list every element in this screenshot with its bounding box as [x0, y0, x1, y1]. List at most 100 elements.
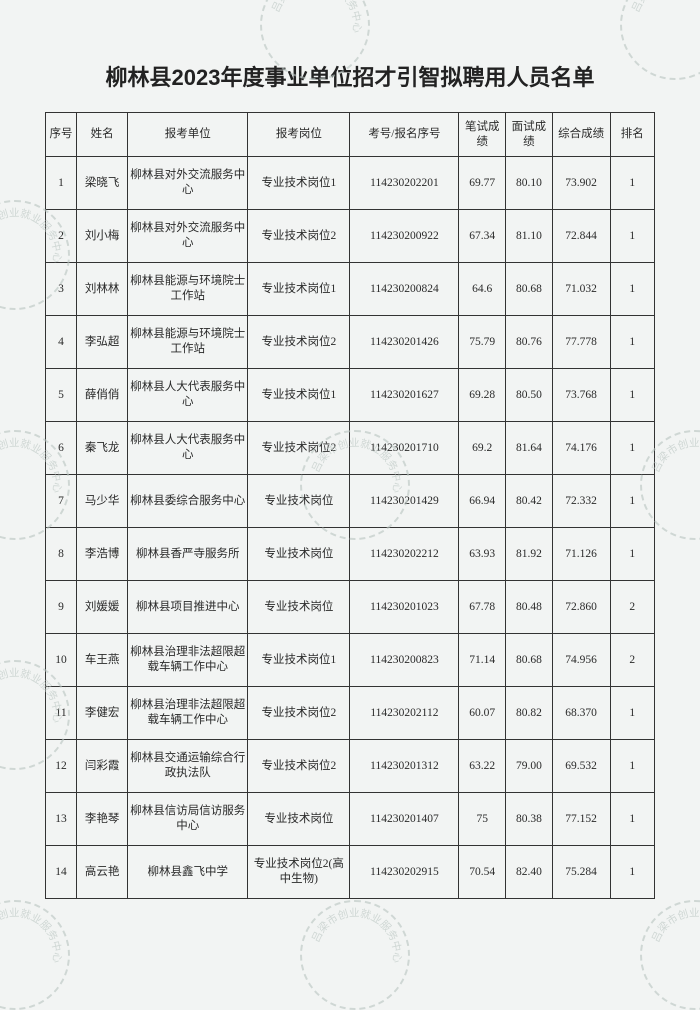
cell-position: 专业技术岗位1	[248, 634, 350, 687]
svg-text:吕梁市创业就业服务中心: 吕梁市创业就业服务中心	[310, 907, 404, 964]
cell-rank: 2	[610, 634, 655, 687]
cell-position: 专业技术岗位2(高中生物)	[248, 846, 350, 899]
cell-rank: 1	[610, 316, 655, 369]
cell-total: 75.284	[552, 846, 610, 899]
cell-interview: 80.48	[506, 581, 553, 634]
cell-position: 专业技术岗位2	[248, 687, 350, 740]
cell-written: 63.93	[459, 528, 506, 581]
col-seq-header: 序号	[46, 113, 77, 157]
col-unit-header: 报考单位	[128, 113, 248, 157]
cell-total: 72.860	[552, 581, 610, 634]
cell-written: 75.79	[459, 316, 506, 369]
cell-rank: 1	[610, 210, 655, 263]
cell-unit: 柳林县对外交流服务中心	[128, 210, 248, 263]
cell-name: 李浩博	[77, 528, 128, 581]
cell-name: 车王燕	[77, 634, 128, 687]
cell-name: 李健宏	[77, 687, 128, 740]
cell-exam_no: 114230201312	[350, 740, 459, 793]
cell-exam_no: 114230201429	[350, 475, 459, 528]
cell-interview: 81.92	[506, 528, 553, 581]
cell-unit: 柳林县信访局信访服务中心	[128, 793, 248, 846]
cell-unit: 柳林县交通运输综合行政执法队	[128, 740, 248, 793]
col-written-header: 笔试成绩	[459, 113, 506, 157]
cell-total: 73.902	[552, 157, 610, 210]
cell-rank: 1	[610, 157, 655, 210]
cell-written: 64.6	[459, 263, 506, 316]
cell-interview: 80.68	[506, 634, 553, 687]
cell-rank: 1	[610, 369, 655, 422]
cell-rank: 1	[610, 528, 655, 581]
cell-rank: 1	[610, 263, 655, 316]
cell-rank: 1	[610, 740, 655, 793]
table-row: 3刘林林柳林县能源与环境院士工作站专业技术岗位111423020082464.6…	[46, 263, 655, 316]
cell-total: 71.032	[552, 263, 610, 316]
personnel-table: 序号 姓名 报考单位 报考岗位 考号/报名序号 笔试成绩 面试成绩 综合成绩 排…	[45, 112, 655, 899]
table-row: 9刘媛媛柳林县项目推进中心专业技术岗位11423020102367.7880.4…	[46, 581, 655, 634]
cell-seq: 1	[46, 157, 77, 210]
cell-exam_no: 114230200922	[350, 210, 459, 263]
cell-interview: 80.76	[506, 316, 553, 369]
cell-position: 专业技术岗位1	[248, 369, 350, 422]
cell-interview: 80.38	[506, 793, 553, 846]
cell-written: 60.07	[459, 687, 506, 740]
cell-seq: 8	[46, 528, 77, 581]
cell-name: 薛俏俏	[77, 369, 128, 422]
col-position-header: 报考岗位	[248, 113, 350, 157]
cell-exam_no: 114230200823	[350, 634, 459, 687]
cell-name: 高云艳	[77, 846, 128, 899]
cell-exam_no: 114230201023	[350, 581, 459, 634]
cell-exam_no: 114230201710	[350, 422, 459, 475]
cell-exam_no: 114230202201	[350, 157, 459, 210]
table-row: 6秦飞龙柳林县人大代表服务中心专业技术岗位211423020171069.281…	[46, 422, 655, 475]
cell-seq: 10	[46, 634, 77, 687]
cell-written: 66.94	[459, 475, 506, 528]
svg-text:吕梁市创业就业服务中心: 吕梁市创业就业服务中心	[270, 0, 364, 34]
cell-position: 专业技术岗位1	[248, 157, 350, 210]
svg-text:吕梁市创业就业服务中心: 吕梁市创业就业服务中心	[650, 907, 700, 964]
cell-position: 专业技术岗位2	[248, 210, 350, 263]
cell-seq: 7	[46, 475, 77, 528]
cell-interview: 79.00	[506, 740, 553, 793]
cell-seq: 14	[46, 846, 77, 899]
cell-seq: 4	[46, 316, 77, 369]
cell-name: 李弘超	[77, 316, 128, 369]
cell-position: 专业技术岗位2	[248, 316, 350, 369]
page-title: 柳林县2023年度事业单位招才引智拟聘用人员名单	[45, 60, 655, 92]
cell-total: 74.176	[552, 422, 610, 475]
cell-unit: 柳林县能源与环境院士工作站	[128, 263, 248, 316]
col-interview-header: 面试成绩	[506, 113, 553, 157]
cell-name: 刘林林	[77, 263, 128, 316]
col-total-header: 综合成绩	[552, 113, 610, 157]
table-row: 14高云艳柳林县鑫飞中学专业技术岗位2(高中生物)11423020291570.…	[46, 846, 655, 899]
cell-position: 专业技术岗位	[248, 581, 350, 634]
cell-seq: 6	[46, 422, 77, 475]
cell-unit: 柳林县人大代表服务中心	[128, 369, 248, 422]
cell-position: 专业技术岗位2	[248, 740, 350, 793]
watermark-stamp: 吕梁市创业就业服务中心	[640, 900, 700, 1010]
cell-name: 马少华	[77, 475, 128, 528]
watermark-stamp: 吕梁市创业就业服务中心	[0, 900, 70, 1010]
document-page: 柳林县2023年度事业单位招才引智拟聘用人员名单 序号 姓名 报考单位 报考岗位…	[0, 0, 700, 990]
cell-rank: 2	[610, 581, 655, 634]
col-examno-header: 考号/报名序号	[350, 113, 459, 157]
cell-written: 75	[459, 793, 506, 846]
cell-exam_no: 114230202212	[350, 528, 459, 581]
cell-position: 专业技术岗位	[248, 475, 350, 528]
cell-total: 69.532	[552, 740, 610, 793]
cell-unit: 柳林县香严寺服务所	[128, 528, 248, 581]
svg-text:吕梁市创业就业服务中心: 吕梁市创业就业服务中心	[630, 0, 700, 34]
cell-position: 专业技术岗位	[248, 793, 350, 846]
cell-unit: 柳林县治理非法超限超载车辆工作中心	[128, 687, 248, 740]
cell-unit: 柳林县委综合服务中心	[128, 475, 248, 528]
cell-seq: 3	[46, 263, 77, 316]
cell-name: 李艳琴	[77, 793, 128, 846]
cell-seq: 9	[46, 581, 77, 634]
table-header-row: 序号 姓名 报考单位 报考岗位 考号/报名序号 笔试成绩 面试成绩 综合成绩 排…	[46, 113, 655, 157]
cell-written: 69.2	[459, 422, 506, 475]
cell-interview: 80.68	[506, 263, 553, 316]
cell-exam_no: 114230201627	[350, 369, 459, 422]
cell-unit: 柳林县人大代表服务中心	[128, 422, 248, 475]
watermark-stamp: 吕梁市创业就业服务中心	[300, 900, 410, 1010]
cell-exam_no: 114230201407	[350, 793, 459, 846]
cell-name: 刘媛媛	[77, 581, 128, 634]
